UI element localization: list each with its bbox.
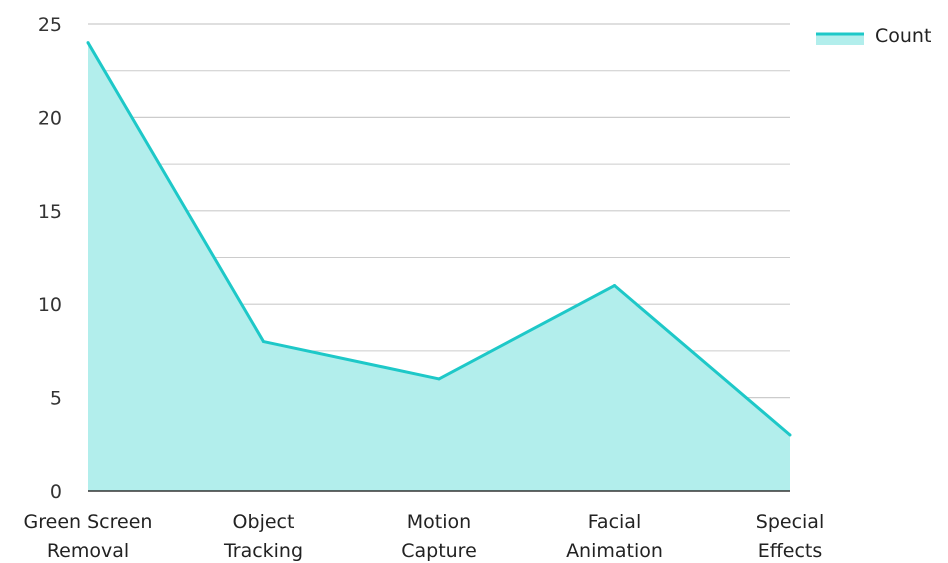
y-tick-label: 5 — [50, 388, 62, 410]
legend-label: Count — [875, 25, 931, 47]
data-point — [437, 377, 441, 381]
y-tick-label: 0 — [50, 481, 62, 503]
data-point — [788, 433, 792, 437]
y-tick-label: 10 — [38, 294, 62, 316]
y-tick-label: 25 — [38, 14, 62, 36]
y-tick-label: 15 — [38, 201, 62, 223]
y-tick-label: 20 — [38, 107, 62, 129]
x-category-label: Object Tracking — [223, 511, 303, 562]
x-category-label: Facial Animation — [566, 511, 663, 562]
data-point — [613, 284, 616, 288]
y-axis-ticks: 0 5 10 15 20 25 — [38, 14, 62, 503]
data-point — [262, 340, 265, 344]
area-series — [86, 41, 792, 492]
x-category-label: Motion Capture — [401, 511, 477, 562]
data-point — [86, 41, 90, 45]
x-axis-labels: Green Screen Removal Object Tracking Motion C… — [24, 511, 825, 562]
area-fill — [88, 42, 790, 492]
x-category-label: Special Effects — [756, 511, 824, 562]
legend: Count — [816, 25, 931, 47]
x-category-label: Green Screen Removal — [24, 511, 153, 562]
legend-swatch-fill — [816, 33, 864, 45]
